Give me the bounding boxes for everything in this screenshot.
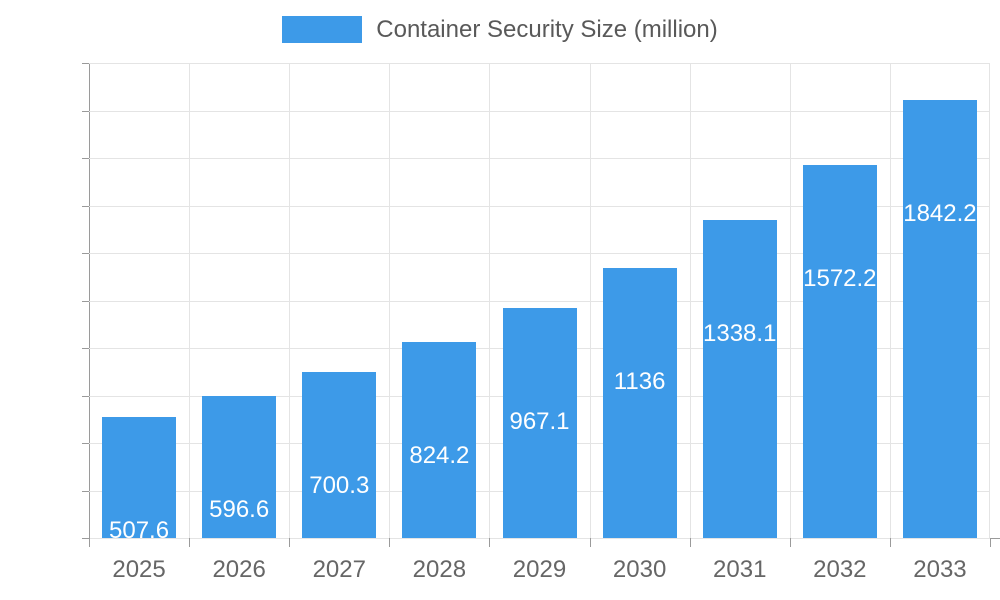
gridline-vertical: [890, 63, 891, 538]
gridline-vertical: [189, 63, 190, 538]
bar-2026[interactable]: 596.6: [202, 396, 277, 538]
bar-2030[interactable]: 1136: [602, 268, 677, 538]
bar-value-label: 1136: [613, 368, 666, 396]
y-tick-mark: [82, 490, 89, 492]
bar-2029[interactable]: 967.1: [502, 308, 577, 538]
bar-2025[interactable]: 507.6: [102, 417, 177, 543]
legend-item-container-security-size[interactable]: Container Security Size (million): [282, 15, 718, 43]
x-axis-tick-label: 2028: [412, 556, 467, 583]
x-axis-tick-label: 2031: [713, 556, 767, 583]
y-tick-mark: [82, 205, 89, 207]
y-tick-mark: [82, 300, 89, 302]
bar-value-label: 596.6: [209, 496, 270, 524]
gridline-vertical: [790, 63, 791, 538]
bar-value-label: 507.6: [109, 517, 170, 545]
gridline-vertical: [289, 63, 290, 538]
x-axis-tick-label: 2025: [112, 556, 166, 583]
bar-value-label: 967.1: [509, 408, 570, 436]
bar-value-label: 824.2: [409, 442, 470, 470]
plot-frame: 0200400600800100012001400160018002000 20…: [82, 63, 1000, 583]
plot-area: 0200400600800100012001400160018002000 20…: [82, 63, 1000, 583]
bar-2033[interactable]: 1842.2: [902, 100, 977, 538]
y-tick-mark: [82, 538, 89, 539]
y-tick-mark: [82, 253, 89, 254]
gridline-vertical: [389, 63, 390, 538]
y-tick-mark: [82, 348, 89, 349]
x-tick-mark: [790, 538, 791, 547]
bar-2028[interactable]: 824.2: [402, 342, 477, 538]
gridline-horizontal: [89, 63, 990, 64]
x-axis-tick-label: 2026: [212, 556, 266, 583]
x-axis-tick-label: 2033: [913, 556, 967, 583]
x-axis-tick-label: 2030: [612, 556, 667, 583]
x-axis-tick-label: 2032: [813, 556, 867, 583]
bar-2031[interactable]: 1338.1: [702, 220, 777, 538]
chart-legend: Container Security Size (million): [0, 0, 1000, 58]
x-tick-mark: [990, 538, 991, 547]
y-tick-mark: [82, 443, 89, 444]
legend-color-swatch-icon: [282, 15, 363, 43]
gridline-horizontal: [89, 300, 990, 302]
bar-value-label: 1842.2: [903, 200, 977, 228]
gridline-horizontal: [89, 110, 990, 112]
bar-value-label: 1338.1: [703, 320, 777, 348]
x-tick-mark: [89, 538, 90, 547]
x-tick-mark: [690, 538, 691, 547]
gridline-horizontal: [89, 158, 990, 159]
x-tick-mark: [890, 538, 891, 547]
x-axis-tick-label: 2027: [312, 556, 366, 583]
x-tick-mark: [489, 538, 490, 547]
gridline-vertical: [489, 63, 490, 538]
bar-2032[interactable]: 1572.2: [802, 164, 877, 538]
x-tick-mark: [289, 538, 290, 547]
y-tick-mark: [82, 395, 89, 397]
gridline-horizontal: [89, 538, 990, 539]
gridline-vertical: [590, 63, 591, 538]
bar-value-label: 1572.2: [803, 264, 877, 292]
gridline-horizontal: [89, 253, 990, 254]
legend-item-label: Container Security Size (million): [376, 15, 718, 43]
gridline-vertical: [690, 63, 691, 538]
bar-value-label: 700.3: [309, 471, 370, 499]
bar-2027[interactable]: 700.3: [302, 371, 377, 538]
x-tick-mark: [590, 538, 591, 547]
x-tick-mark: [189, 538, 190, 547]
y-tick-mark: [82, 63, 89, 64]
y-tick-mark: [82, 110, 89, 112]
gridline-horizontal: [89, 205, 990, 207]
x-axis-tick-label: 2029: [512, 556, 567, 583]
y-tick-mark: [82, 158, 89, 159]
x-tick-mark: [389, 538, 390, 547]
